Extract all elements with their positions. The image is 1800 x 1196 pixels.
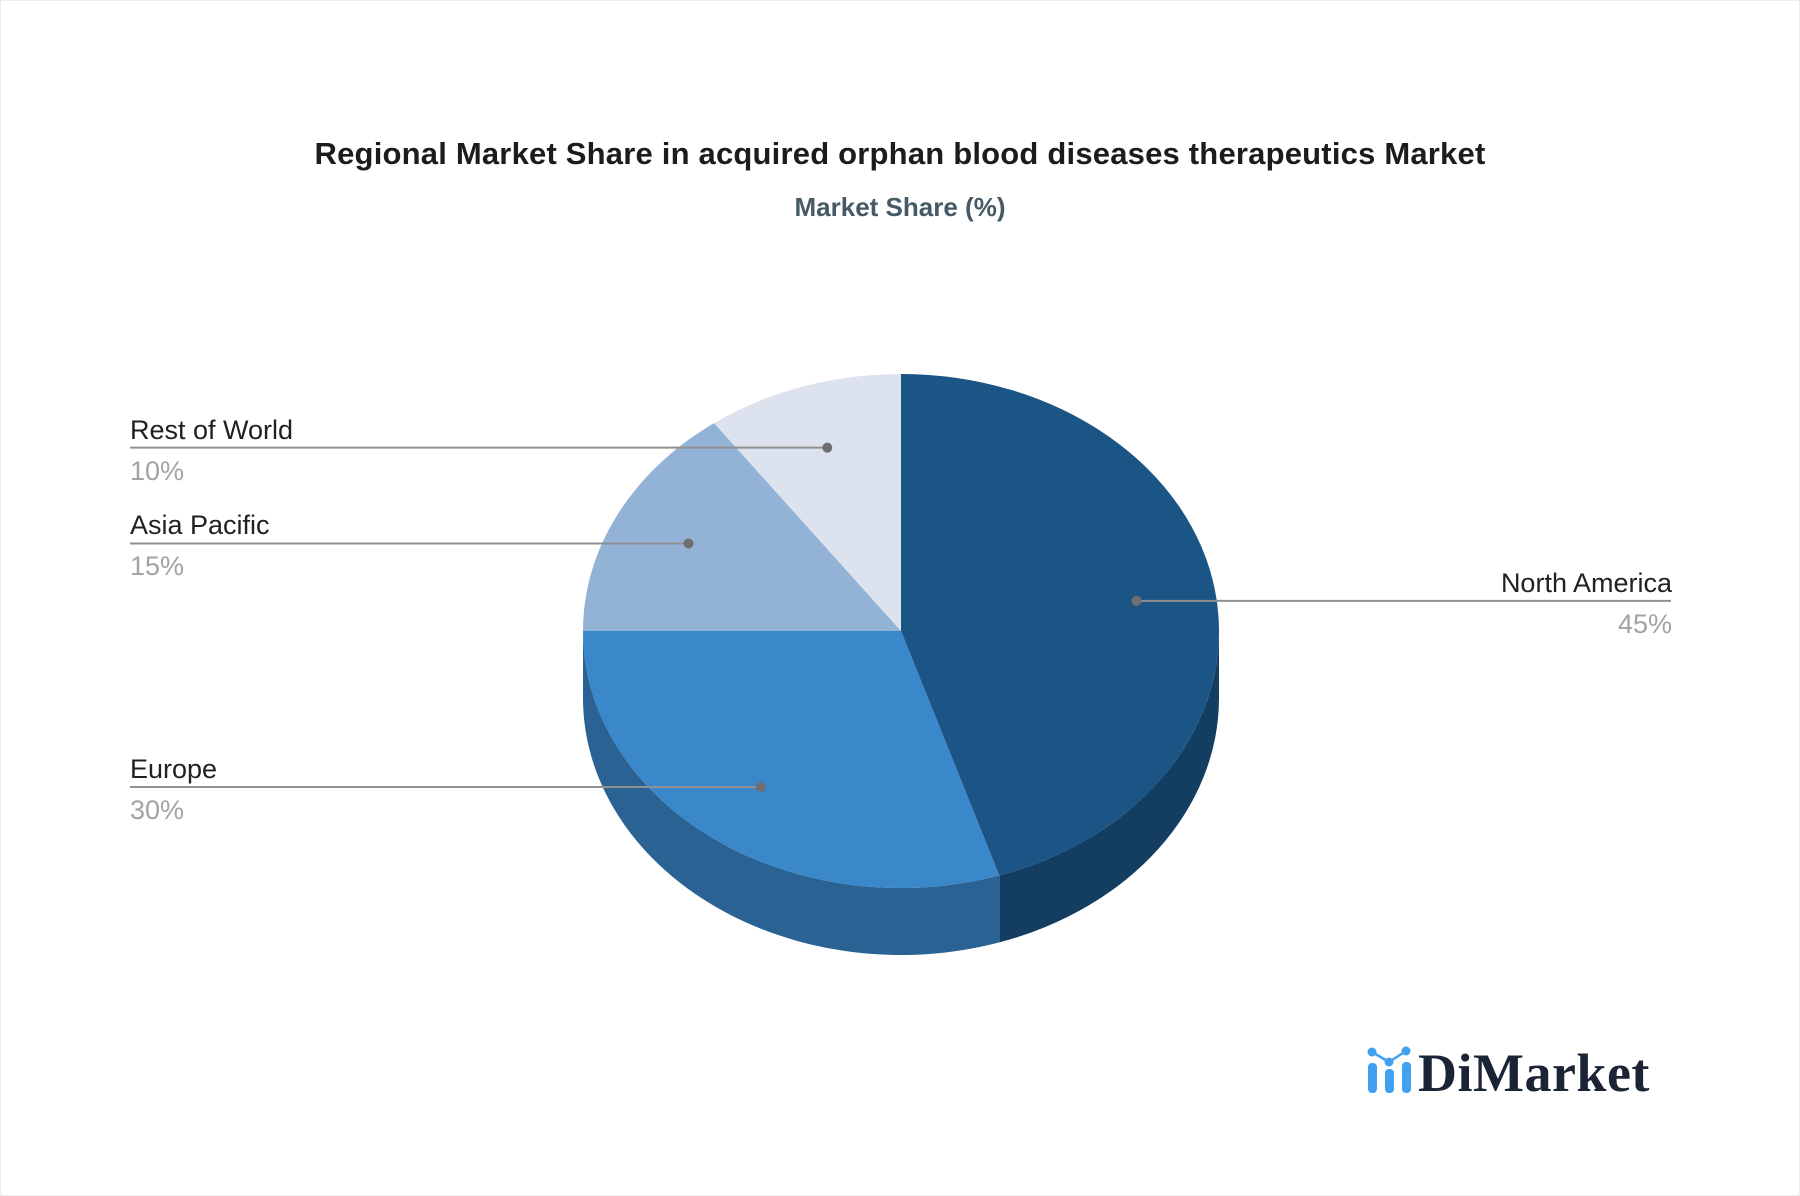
pie-slice-europe xyxy=(582,631,1000,888)
brand-watermark: DiMarket xyxy=(1360,1038,1690,1108)
chart-subtitle: Market Share (%) xyxy=(794,192,1006,222)
slice-value-europe: 30% xyxy=(130,794,185,825)
slice-label-north-america: North America xyxy=(1500,567,1672,598)
pie-slices xyxy=(582,374,1219,888)
slice-value-asia-pacific: 15% xyxy=(130,551,185,582)
callout-leader-lines xyxy=(130,442,1671,792)
logo-dot xyxy=(1384,1057,1394,1067)
chart-title: Regional Market Share in acquired orphan… xyxy=(314,136,1486,171)
pie-3d-side xyxy=(582,631,1219,955)
pie-side-north-america xyxy=(999,631,1219,943)
pie-slice-north-america xyxy=(901,374,1219,876)
logo-dot xyxy=(1401,1046,1411,1056)
slice-label-asia-pacific: Asia Pacific xyxy=(130,510,270,541)
leader-dot-rest-of-world xyxy=(822,442,833,453)
logo-bar xyxy=(1385,1069,1394,1093)
leader-dot-europe xyxy=(755,781,766,792)
leader-dot-asia-pacific xyxy=(683,538,694,549)
slice-label-europe: Europe xyxy=(130,753,218,784)
slice-label-rest-of-world: Rest of World xyxy=(130,414,294,445)
brand-name: DiMarket xyxy=(1418,1043,1650,1103)
pie-slice-asia-pacific xyxy=(583,423,901,631)
brand-logo-icon xyxy=(1367,1046,1411,1093)
logo-bar xyxy=(1402,1062,1411,1093)
logo-dot xyxy=(1367,1047,1377,1057)
pie-slice-rest-of-world xyxy=(714,374,901,631)
slice-value-rest-of-world: 10% xyxy=(130,455,185,486)
logo-bar xyxy=(1368,1063,1377,1093)
leader-dot-north-america xyxy=(1131,595,1142,606)
slice-value-north-america: 45% xyxy=(1617,608,1672,639)
pie-side-europe xyxy=(582,631,1000,955)
